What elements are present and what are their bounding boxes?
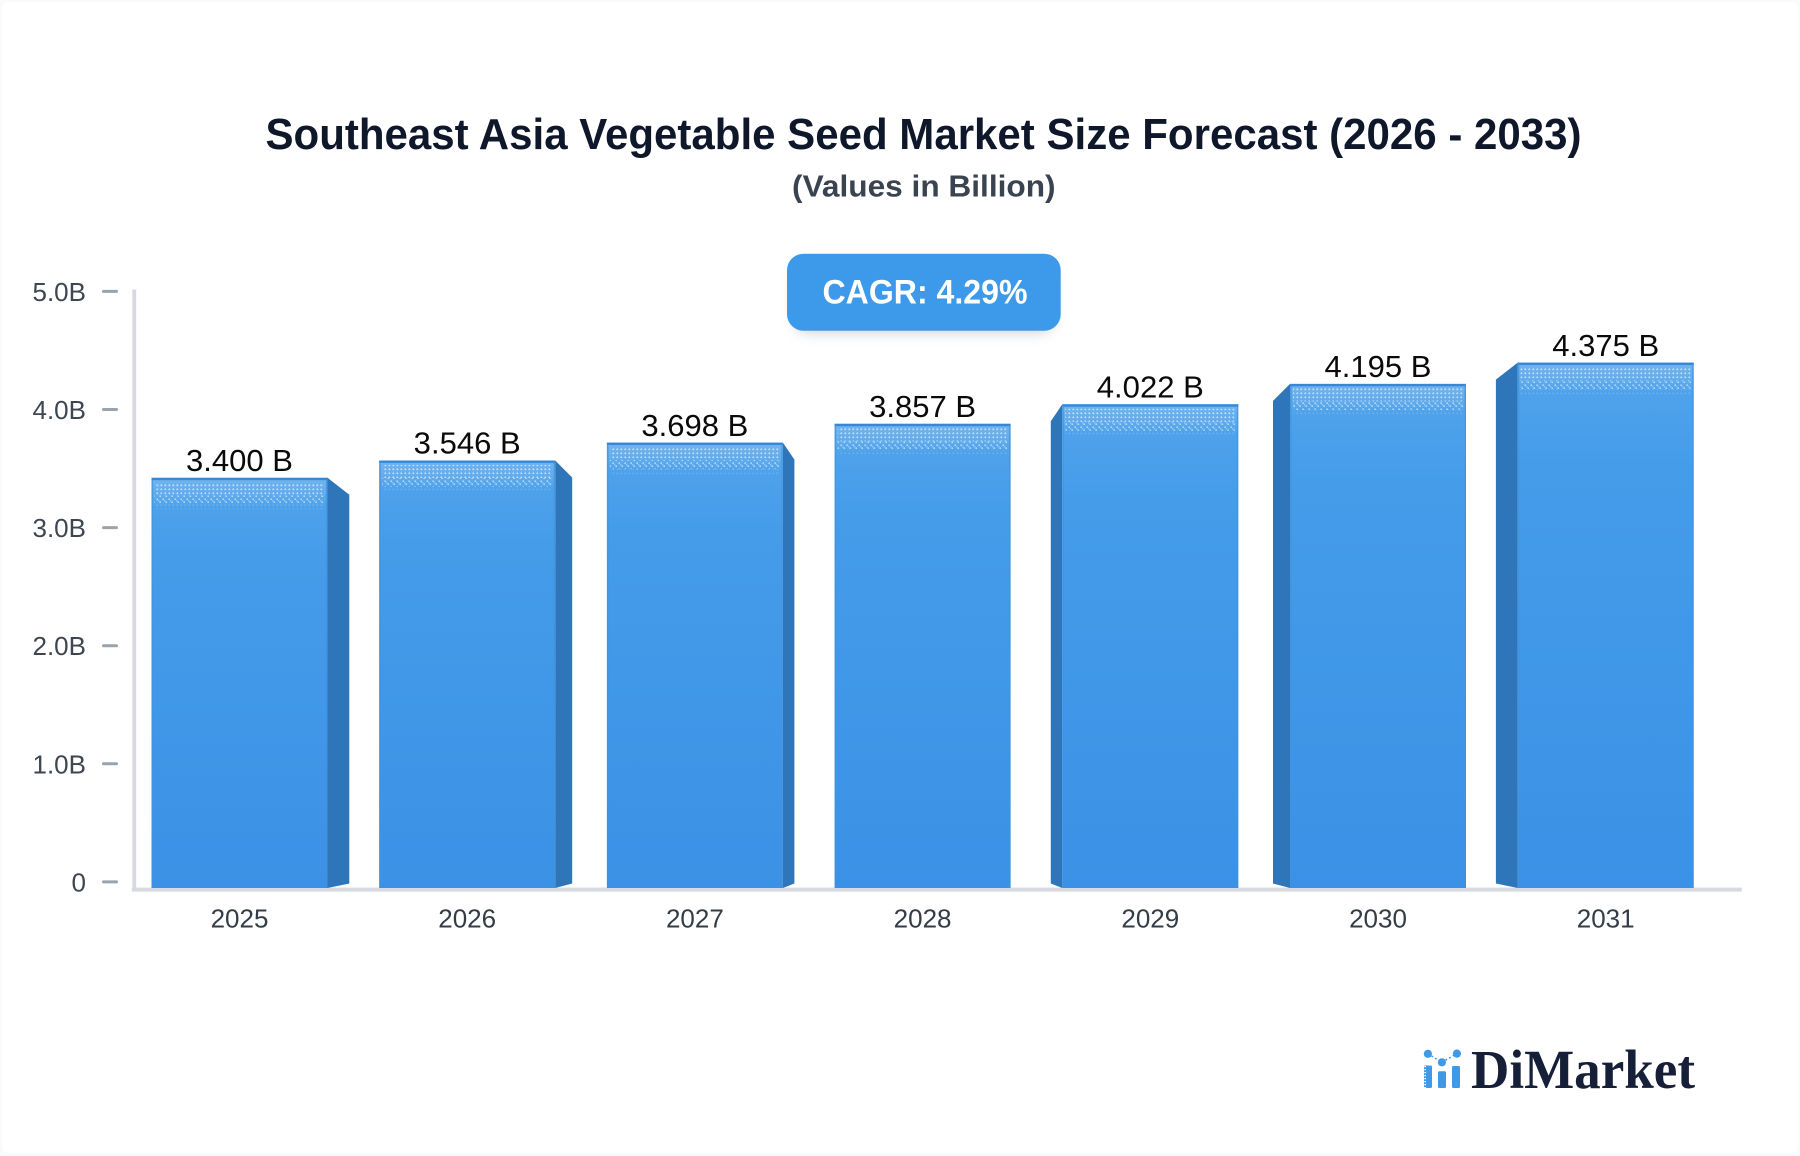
svg-text:2.0B: 2.0B xyxy=(33,631,87,661)
svg-text:2027: 2027 xyxy=(666,904,724,934)
svg-text:Southeast Asia Vegetable Seed: Southeast Asia Vegetable Seed Market Siz… xyxy=(266,110,1582,159)
svg-text:3.546 B: 3.546 B xyxy=(414,426,521,461)
svg-text:3.400 B: 3.400 B xyxy=(186,443,293,478)
svg-text:2025: 2025 xyxy=(211,904,269,934)
svg-text:2029: 2029 xyxy=(1121,904,1179,934)
svg-text:3.698 B: 3.698 B xyxy=(641,408,748,443)
svg-text:(Values in Billion): (Values in Billion) xyxy=(792,169,1056,204)
svg-text:0: 0 xyxy=(72,867,86,897)
svg-text:DiMarket: DiMarket xyxy=(1471,1039,1696,1100)
svg-text:3.857 B: 3.857 B xyxy=(869,389,976,424)
svg-text:2026: 2026 xyxy=(438,904,496,934)
svg-text:4.375 B: 4.375 B xyxy=(1552,328,1659,363)
svg-text:2028: 2028 xyxy=(894,904,952,934)
svg-text:3.0B: 3.0B xyxy=(33,513,87,543)
svg-text:2030: 2030 xyxy=(1349,904,1407,934)
svg-text:5.0B: 5.0B xyxy=(33,277,87,307)
svg-text:4.195 B: 4.195 B xyxy=(1325,349,1432,384)
svg-text:1.0B: 1.0B xyxy=(33,749,87,779)
svg-text:2031: 2031 xyxy=(1577,904,1635,934)
svg-text:CAGR: 4.29%: CAGR: 4.29% xyxy=(823,274,1028,312)
svg-text:4.0B: 4.0B xyxy=(33,395,87,425)
svg-text:4.022 B: 4.022 B xyxy=(1097,370,1204,405)
